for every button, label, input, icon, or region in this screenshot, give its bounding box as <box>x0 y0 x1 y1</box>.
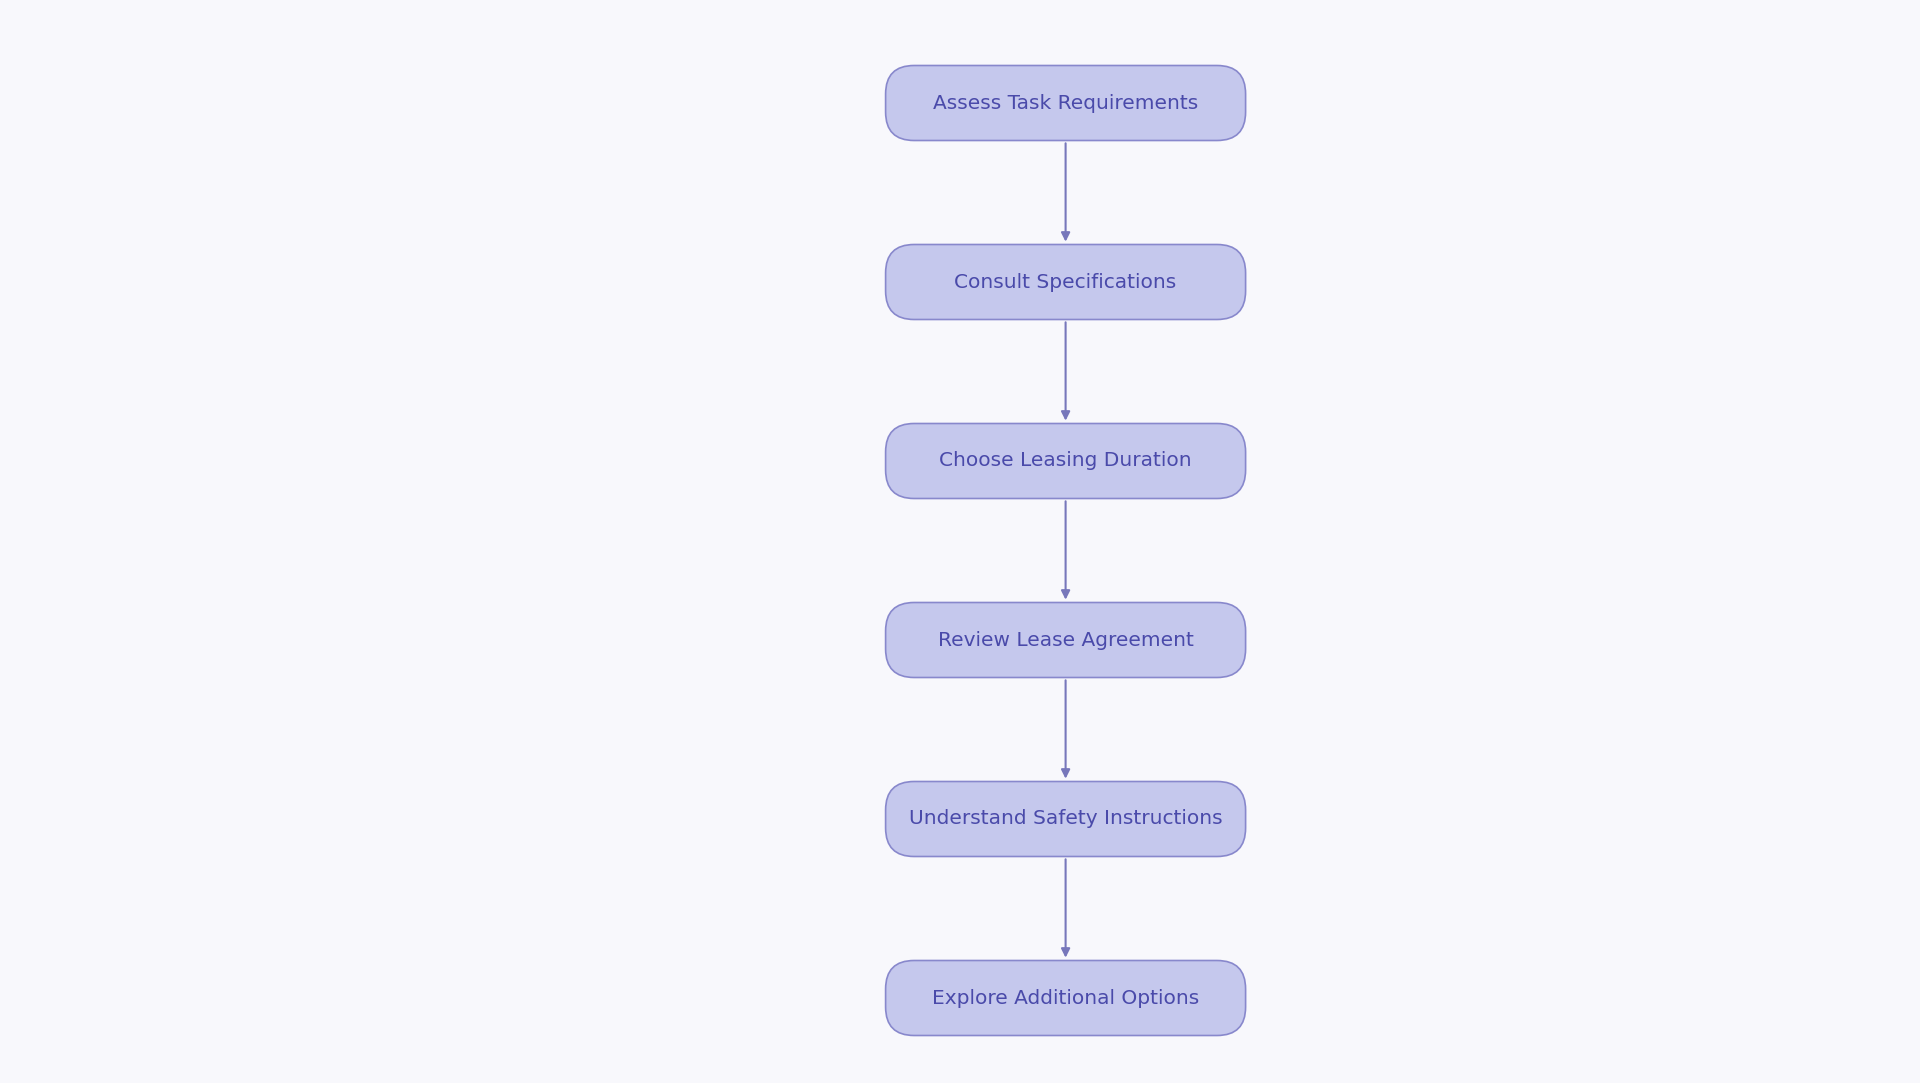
FancyBboxPatch shape <box>885 423 1246 498</box>
FancyBboxPatch shape <box>885 602 1246 678</box>
FancyBboxPatch shape <box>885 65 1246 141</box>
Text: Assess Task Requirements: Assess Task Requirements <box>933 93 1198 113</box>
Text: Review Lease Agreement: Review Lease Agreement <box>937 630 1194 650</box>
Text: Explore Additional Options: Explore Additional Options <box>931 989 1200 1007</box>
FancyBboxPatch shape <box>885 961 1246 1035</box>
Text: Choose Leasing Duration: Choose Leasing Duration <box>939 452 1192 470</box>
Text: Understand Safety Instructions: Understand Safety Instructions <box>908 809 1223 828</box>
FancyBboxPatch shape <box>885 782 1246 857</box>
Text: Consult Specifications: Consult Specifications <box>954 273 1177 291</box>
FancyBboxPatch shape <box>885 245 1246 319</box>
